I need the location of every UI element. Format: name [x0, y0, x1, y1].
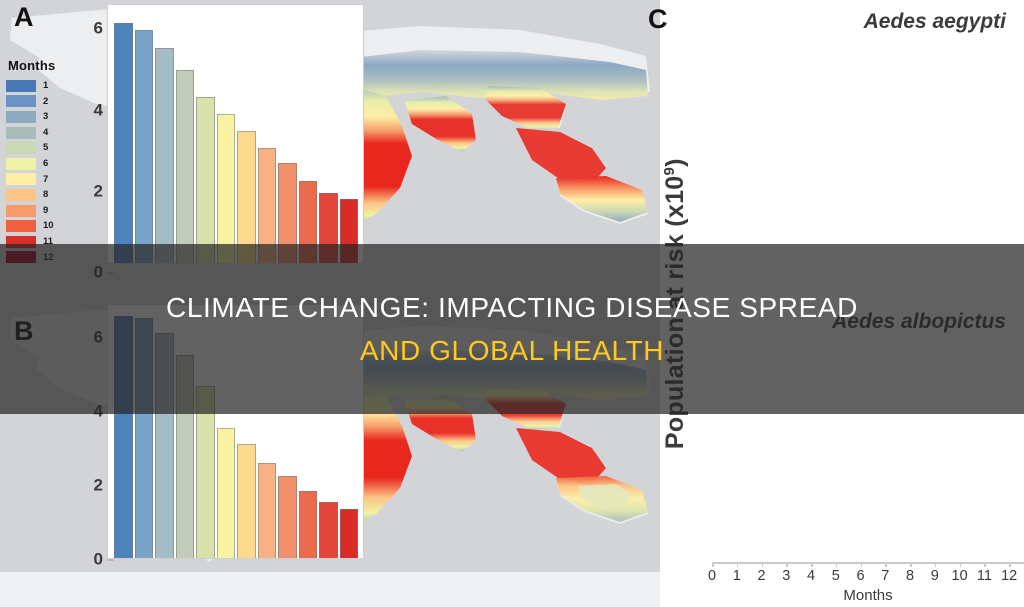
- bar: [216, 427, 235, 558]
- x-tick-label: 7: [881, 568, 890, 584]
- x-tick-label: 0: [707, 568, 717, 584]
- x-tick-mark: [712, 562, 714, 567]
- legend-swatch: [6, 204, 36, 217]
- bar: [237, 131, 256, 263]
- bar: [155, 48, 174, 263]
- legend-swatch: [6, 188, 36, 201]
- x-tick-label: 9: [930, 568, 939, 584]
- x-tick-mark: [885, 562, 887, 567]
- bar: [298, 490, 317, 558]
- x-tick-mark: [984, 562, 986, 567]
- x-tick-mark: [761, 562, 764, 567]
- legend-swatch: [6, 126, 36, 139]
- plot-area-top: [107, 4, 364, 264]
- x-tick-mark: [786, 562, 788, 567]
- y-tick-label: 2: [93, 475, 103, 495]
- x-tick-label: 8: [906, 568, 915, 584]
- legend-item: 2: [6, 94, 55, 110]
- x-tick-label: 3: [782, 568, 791, 584]
- bar: [278, 163, 297, 263]
- panel-label-c: C: [648, 4, 668, 34]
- y-tick-label: 4: [93, 100, 103, 120]
- x-tick-label: 1: [732, 568, 741, 584]
- legend-item: 4: [6, 125, 55, 141]
- legend-swatch: [6, 110, 36, 123]
- legend-label: 10: [43, 220, 54, 232]
- overlay-band: [0, 244, 1024, 414]
- bar: [237, 444, 256, 558]
- legend-item: 1: [6, 78, 55, 94]
- bar: [319, 502, 338, 558]
- legend-label: 9: [43, 204, 49, 216]
- bar: [196, 96, 215, 263]
- legend-label: 4: [43, 126, 49, 138]
- legend-label: 6: [43, 158, 49, 170]
- x-tick-mark: [934, 562, 937, 567]
- legend-swatch: [6, 220, 36, 233]
- bar: [257, 148, 276, 263]
- x-axis: 0 1 2 3 4 5 6 7 8 9 10 11 12 Months: [708, 562, 1024, 607]
- legend-label: 5: [43, 142, 49, 154]
- y-tick-label: 0: [93, 549, 103, 569]
- x-tick-label: 10: [951, 568, 968, 584]
- x-tick-mark: [835, 562, 838, 567]
- legend-swatch: [6, 79, 36, 92]
- legend-label: 2: [43, 95, 49, 107]
- x-axis-title: Months: [843, 587, 893, 604]
- bar: [298, 180, 317, 263]
- legend-label: 3: [43, 111, 49, 123]
- x-tick-label: 2: [757, 568, 766, 584]
- legend-item: 10: [6, 218, 55, 234]
- legend-item: 6: [6, 156, 55, 172]
- bar: [278, 475, 297, 558]
- x-axis-line: [712, 562, 1024, 564]
- species-title-top: Aedes aegypti: [863, 10, 1006, 33]
- x-tick-mark: [860, 562, 863, 567]
- panel-label-a: A: [14, 2, 34, 32]
- legend-item: 3: [6, 109, 55, 125]
- x-tick-label: 4: [807, 568, 816, 584]
- bar: [114, 22, 133, 263]
- legend-swatch: [6, 173, 36, 186]
- legend-item: 9: [6, 203, 55, 219]
- legend-swatch: [6, 142, 36, 155]
- bar: [257, 462, 276, 558]
- y-tick-label: 6: [93, 18, 103, 38]
- legend-item: 8: [6, 187, 55, 203]
- legend-label: 8: [43, 189, 49, 201]
- legend-title: Months: [8, 58, 56, 73]
- bar: [134, 30, 153, 263]
- legend-item: 7: [6, 172, 55, 188]
- y-tick-mark: [107, 559, 114, 561]
- bar: [175, 69, 194, 263]
- x-tick-label: 5: [831, 568, 840, 584]
- x-tick-mark: [959, 562, 962, 567]
- bar: [216, 114, 235, 263]
- x-tick-label: 6: [856, 568, 865, 584]
- bar-series-top: [111, 5, 361, 263]
- bar: [339, 509, 358, 558]
- legend-item: 5: [6, 140, 55, 156]
- x-tick-mark: [811, 562, 813, 567]
- x-tick-label: 11: [976, 568, 992, 584]
- x-tick-mark: [1009, 562, 1011, 567]
- legend-swatch: [6, 157, 36, 170]
- x-tick-mark: [736, 562, 739, 567]
- legend-label: 1: [43, 80, 49, 92]
- legend-label: 7: [43, 173, 49, 185]
- legend-label: 11: [43, 235, 54, 247]
- y-ticks-top: 0246: [52, 4, 114, 281]
- legend-swatch: [6, 95, 36, 108]
- x-tick-mark: [910, 562, 912, 567]
- chart-aedes-aegypti: 0246: [52, 4, 364, 281]
- x-tick-label: 12: [1001, 568, 1018, 584]
- y-tick-label: 2: [93, 181, 103, 201]
